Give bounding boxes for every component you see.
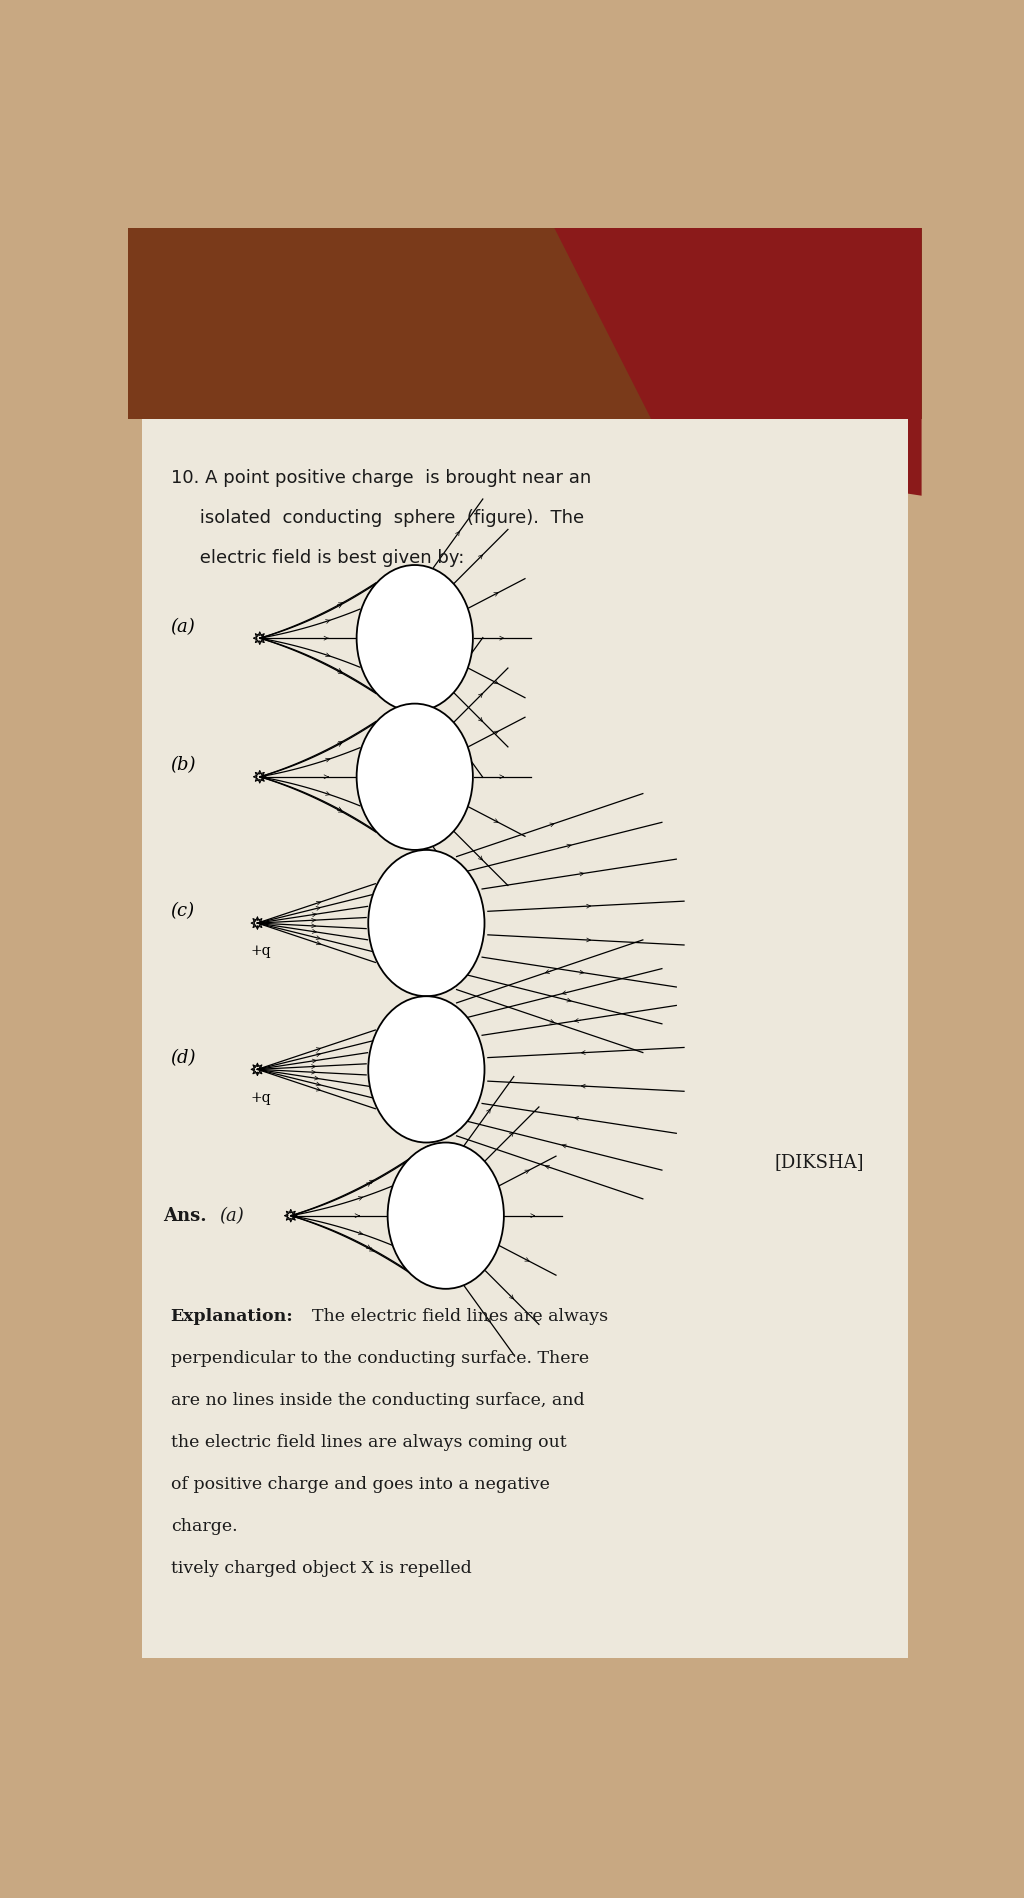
Text: +q: +q (251, 945, 271, 958)
Text: charge.: charge. (171, 1518, 238, 1535)
Text: Ans.: Ans. (163, 1207, 207, 1224)
Text: (a): (a) (171, 617, 196, 636)
Text: isolated  conducting  sphere  (figure).  The: isolated conducting sphere (figure). The (171, 509, 584, 528)
Text: are no lines inside the conducting surface, and: are no lines inside the conducting surfa… (171, 1391, 585, 1408)
Bar (128, 226, 922, 419)
Text: the electric field lines are always coming out: the electric field lines are always comi… (171, 1435, 566, 1450)
Text: electric field is best given by:: electric field is best given by: (171, 549, 464, 568)
Text: +q: +q (251, 1091, 271, 1105)
Bar (142, 419, 907, 1659)
Text: (c): (c) (171, 903, 195, 921)
Text: (b): (b) (171, 755, 197, 774)
Text: (a): (a) (219, 1207, 244, 1224)
Text: Explanation:: Explanation: (171, 1308, 293, 1325)
Text: (d): (d) (171, 1050, 197, 1067)
Ellipse shape (356, 566, 473, 712)
Text: perpendicular to the conducting surface. There: perpendicular to the conducting surface.… (171, 1349, 589, 1367)
Text: 10. A point positive charge  is brought near an: 10. A point positive charge is brought n… (171, 469, 591, 486)
Text: tively charged object X is repelled: tively charged object X is repelled (171, 1560, 471, 1577)
Text: [DIKSHA]: [DIKSHA] (775, 1152, 864, 1171)
Ellipse shape (356, 704, 473, 850)
Ellipse shape (369, 996, 484, 1143)
Polygon shape (554, 228, 922, 495)
Text: of positive charge and goes into a negative: of positive charge and goes into a negat… (171, 1477, 550, 1494)
Text: The electric field lines are always: The electric field lines are always (312, 1308, 608, 1325)
Ellipse shape (388, 1143, 504, 1289)
Ellipse shape (369, 850, 484, 996)
